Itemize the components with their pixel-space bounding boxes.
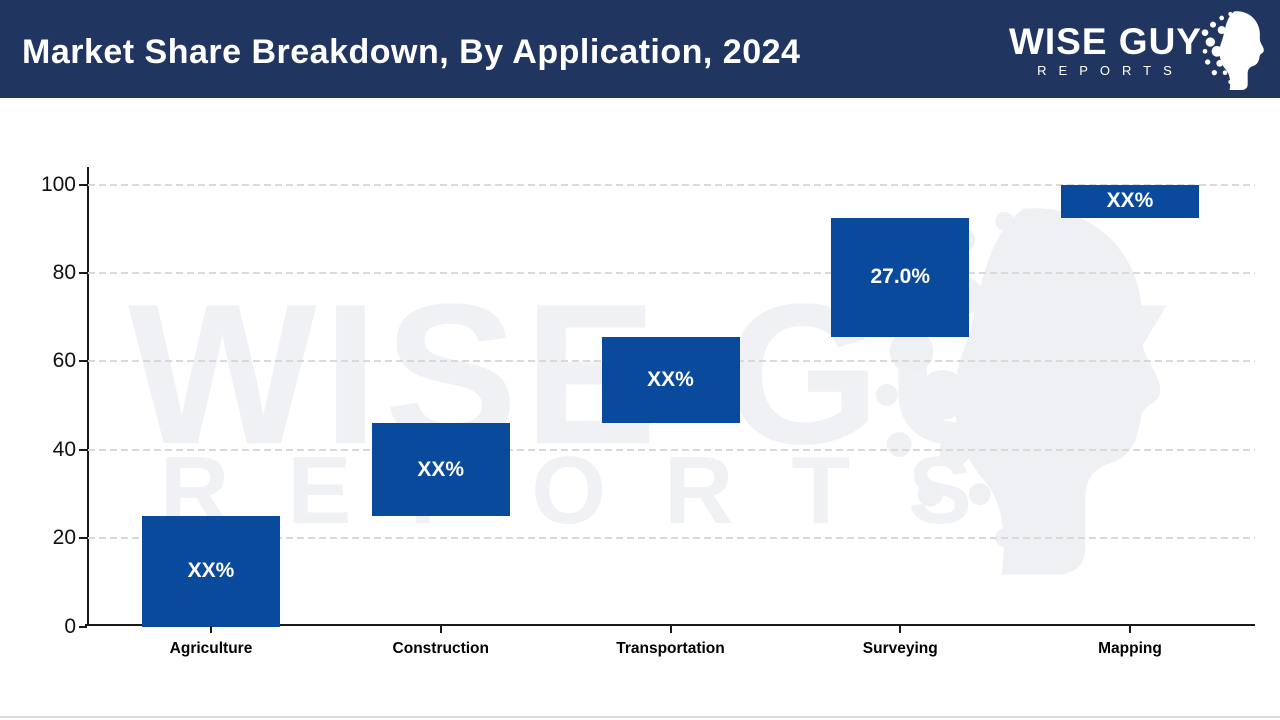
y-tick-0 bbox=[79, 625, 87, 628]
y-tick-label-100: 100 bbox=[40, 172, 76, 196]
footer-divider bbox=[0, 716, 1280, 718]
category-label-surveying: Surveying bbox=[862, 640, 938, 657]
category-label-transportation: Transportation bbox=[616, 640, 725, 657]
y-tick-60 bbox=[79, 360, 87, 363]
y-tick-label-80: 80 bbox=[52, 260, 76, 284]
y-tick-label-60: 60 bbox=[52, 349, 76, 373]
y-axis-line bbox=[87, 167, 89, 626]
y-tick-80 bbox=[79, 271, 87, 274]
gridline-y20 bbox=[88, 537, 1255, 540]
y-tick-label-20: 20 bbox=[52, 526, 76, 550]
logo-text: WISE GUY REPORTS bbox=[1008, 21, 1202, 79]
wise-guy-reports-logo: WISE GUY REPORTS bbox=[1009, 4, 1270, 96]
bar-value-label-mapping: XX% bbox=[1106, 189, 1154, 213]
gridline-y40 bbox=[88, 448, 1255, 451]
category-label-mapping: Mapping bbox=[1098, 640, 1162, 657]
y-tick-40 bbox=[79, 448, 87, 451]
x-tick-agriculture bbox=[210, 626, 212, 633]
x-tick-construction bbox=[439, 626, 442, 633]
bar-surveying: 27.0% bbox=[831, 217, 970, 337]
bar-value-label-construction: XX% bbox=[417, 457, 465, 481]
bar-construction: XX% bbox=[371, 423, 510, 516]
gridline-y80 bbox=[88, 271, 1255, 274]
gridline-y100 bbox=[88, 183, 1255, 186]
bar-value-label-agriculture: XX% bbox=[187, 559, 235, 583]
logo-wiseguy-text: WISE GUY bbox=[1008, 21, 1202, 62]
x-tick-mapping bbox=[1129, 626, 1131, 633]
y-tick-label-0: 0 bbox=[64, 614, 76, 638]
y-tick-20 bbox=[79, 537, 87, 540]
category-label-construction: Construction bbox=[392, 640, 489, 657]
category-label-agriculture: Agriculture bbox=[169, 640, 253, 657]
logo-reports-text: REPORTS bbox=[1037, 63, 1184, 78]
y-tick-label-40: 40 bbox=[52, 437, 76, 461]
header-bar: Market Share Breakdown, By Application, … bbox=[0, 0, 1280, 98]
x-tick-transportation bbox=[669, 626, 672, 633]
x-tick-surveying bbox=[899, 626, 902, 633]
x-axis-line bbox=[85, 624, 1255, 626]
bar-transportation: XX% bbox=[601, 336, 740, 424]
bar-mapping: XX% bbox=[1061, 184, 1199, 218]
bar-value-label-surveying: 27.0% bbox=[870, 265, 931, 289]
bar-value-label-transportation: XX% bbox=[647, 368, 694, 392]
chart-title: Market Share Breakdown, By Application, … bbox=[22, 33, 801, 71]
bar-agriculture: XX% bbox=[142, 516, 280, 627]
y-tick-100 bbox=[79, 183, 87, 186]
